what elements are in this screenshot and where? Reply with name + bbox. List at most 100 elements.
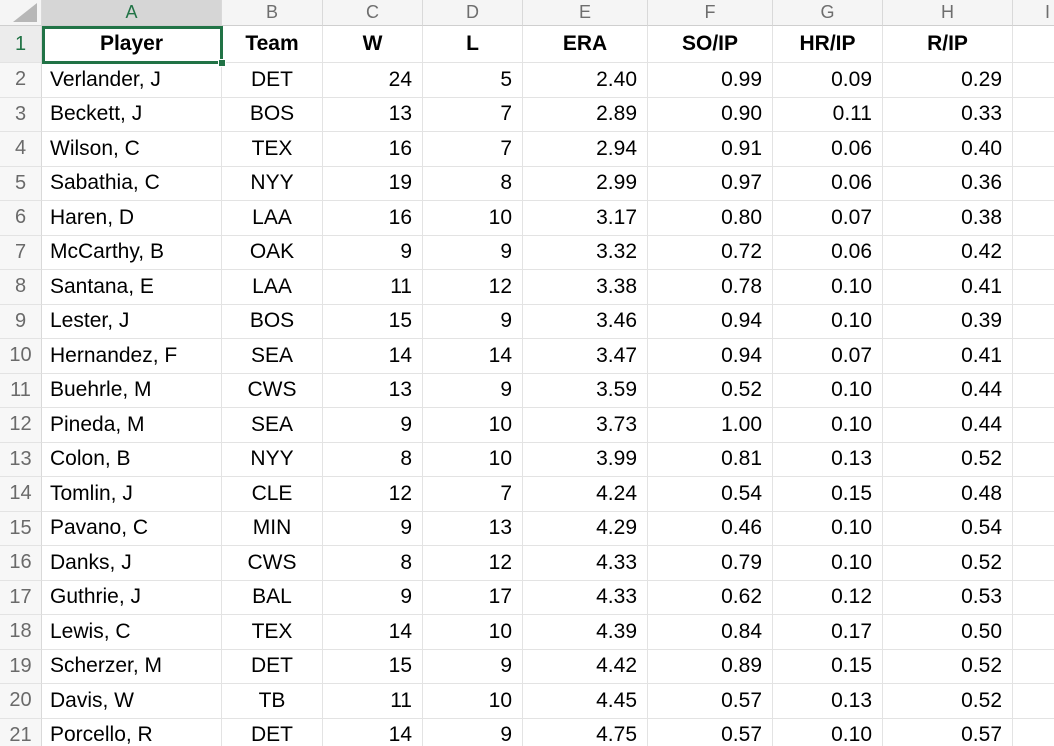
cell-E10[interactable]: 3.47 bbox=[523, 339, 648, 374]
cell-F4[interactable]: 0.91 bbox=[648, 132, 773, 167]
cell-C13[interactable]: 8 bbox=[323, 442, 423, 477]
cell-H7[interactable]: 0.42 bbox=[883, 235, 1013, 270]
cell-A15[interactable]: Pavano, C bbox=[42, 511, 222, 546]
cell-A17[interactable]: Guthrie, J bbox=[42, 580, 222, 615]
column-header-C[interactable]: C bbox=[323, 0, 423, 26]
row-header-20[interactable]: 20 bbox=[0, 684, 42, 719]
cell-C7[interactable]: 9 bbox=[323, 235, 423, 270]
cell-B18[interactable]: TEX bbox=[222, 615, 323, 650]
cell-B12[interactable]: SEA bbox=[222, 408, 323, 443]
cell-F20[interactable]: 0.57 bbox=[648, 684, 773, 719]
cell-H20[interactable]: 0.52 bbox=[883, 684, 1013, 719]
cell-B14[interactable]: CLE bbox=[222, 477, 323, 512]
cell-B5[interactable]: NYY bbox=[222, 166, 323, 201]
cell-I18[interactable] bbox=[1013, 615, 1054, 650]
cell-D5[interactable]: 8 bbox=[423, 166, 523, 201]
cell-E1[interactable]: ERA bbox=[523, 26, 648, 63]
cell-C11[interactable]: 13 bbox=[323, 373, 423, 408]
row-header-7[interactable]: 7 bbox=[0, 235, 42, 270]
cell-A7[interactable]: McCarthy, B bbox=[42, 235, 222, 270]
cell-I10[interactable] bbox=[1013, 339, 1054, 374]
cell-A19[interactable]: Scherzer, M bbox=[42, 649, 222, 684]
cell-H18[interactable]: 0.50 bbox=[883, 615, 1013, 650]
cell-B6[interactable]: LAA bbox=[222, 201, 323, 236]
cell-E7[interactable]: 3.32 bbox=[523, 235, 648, 270]
cell-I12[interactable] bbox=[1013, 408, 1054, 443]
cell-F8[interactable]: 0.78 bbox=[648, 270, 773, 305]
cell-D19[interactable]: 9 bbox=[423, 649, 523, 684]
cell-B8[interactable]: LAA bbox=[222, 270, 323, 305]
row-header-21[interactable]: 21 bbox=[0, 718, 42, 746]
cell-H13[interactable]: 0.52 bbox=[883, 442, 1013, 477]
cell-A13[interactable]: Colon, B bbox=[42, 442, 222, 477]
cell-B13[interactable]: NYY bbox=[222, 442, 323, 477]
cell-I17[interactable] bbox=[1013, 580, 1054, 615]
cell-F17[interactable]: 0.62 bbox=[648, 580, 773, 615]
cell-F3[interactable]: 0.90 bbox=[648, 97, 773, 132]
cell-H11[interactable]: 0.44 bbox=[883, 373, 1013, 408]
cell-C6[interactable]: 16 bbox=[323, 201, 423, 236]
cell-C1[interactable]: W bbox=[323, 26, 423, 63]
cell-C15[interactable]: 9 bbox=[323, 511, 423, 546]
row-header-10[interactable]: 10 bbox=[0, 339, 42, 374]
cell-D6[interactable]: 10 bbox=[423, 201, 523, 236]
cell-A14[interactable]: Tomlin, J bbox=[42, 477, 222, 512]
cell-G2[interactable]: 0.09 bbox=[773, 63, 883, 98]
cell-C19[interactable]: 15 bbox=[323, 649, 423, 684]
cell-H14[interactable]: 0.48 bbox=[883, 477, 1013, 512]
cell-F12[interactable]: 1.00 bbox=[648, 408, 773, 443]
cell-E4[interactable]: 2.94 bbox=[523, 132, 648, 167]
cell-E2[interactable]: 2.40 bbox=[523, 63, 648, 98]
cell-I7[interactable] bbox=[1013, 235, 1054, 270]
cell-F16[interactable]: 0.79 bbox=[648, 546, 773, 581]
cell-B17[interactable]: BAL bbox=[222, 580, 323, 615]
cell-C20[interactable]: 11 bbox=[323, 684, 423, 719]
cell-E13[interactable]: 3.99 bbox=[523, 442, 648, 477]
cell-A12[interactable]: Pineda, M bbox=[42, 408, 222, 443]
cell-E3[interactable]: 2.89 bbox=[523, 97, 648, 132]
cell-H8[interactable]: 0.41 bbox=[883, 270, 1013, 305]
cell-C16[interactable]: 8 bbox=[323, 546, 423, 581]
row-header-12[interactable]: 12 bbox=[0, 408, 42, 443]
cell-H19[interactable]: 0.52 bbox=[883, 649, 1013, 684]
cell-G4[interactable]: 0.06 bbox=[773, 132, 883, 167]
cell-H3[interactable]: 0.33 bbox=[883, 97, 1013, 132]
fill-handle[interactable] bbox=[218, 59, 226, 67]
column-header-A[interactable]: A bbox=[42, 0, 222, 26]
cell-F21[interactable]: 0.57 bbox=[648, 718, 773, 746]
cell-G14[interactable]: 0.15 bbox=[773, 477, 883, 512]
cell-D3[interactable]: 7 bbox=[423, 97, 523, 132]
cell-C21[interactable]: 14 bbox=[323, 718, 423, 746]
cell-B7[interactable]: OAK bbox=[222, 235, 323, 270]
cell-I3[interactable] bbox=[1013, 97, 1054, 132]
cell-B1[interactable]: Team bbox=[222, 26, 323, 63]
row-header-18[interactable]: 18 bbox=[0, 615, 42, 650]
row-header-13[interactable]: 13 bbox=[0, 442, 42, 477]
cell-H12[interactable]: 0.44 bbox=[883, 408, 1013, 443]
row-header-15[interactable]: 15 bbox=[0, 511, 42, 546]
row-header-16[interactable]: 16 bbox=[0, 546, 42, 581]
cell-F15[interactable]: 0.46 bbox=[648, 511, 773, 546]
cell-A10[interactable]: Hernandez, F bbox=[42, 339, 222, 374]
cell-I21[interactable] bbox=[1013, 718, 1054, 746]
cell-F11[interactable]: 0.52 bbox=[648, 373, 773, 408]
cell-E12[interactable]: 3.73 bbox=[523, 408, 648, 443]
cell-H15[interactable]: 0.54 bbox=[883, 511, 1013, 546]
cell-D16[interactable]: 12 bbox=[423, 546, 523, 581]
row-header-8[interactable]: 8 bbox=[0, 270, 42, 305]
cell-H16[interactable]: 0.52 bbox=[883, 546, 1013, 581]
cell-E8[interactable]: 3.38 bbox=[523, 270, 648, 305]
cell-F14[interactable]: 0.54 bbox=[648, 477, 773, 512]
cell-G15[interactable]: 0.10 bbox=[773, 511, 883, 546]
cell-E6[interactable]: 3.17 bbox=[523, 201, 648, 236]
cell-F19[interactable]: 0.89 bbox=[648, 649, 773, 684]
cell-H1[interactable]: R/IP bbox=[883, 26, 1013, 63]
cell-I14[interactable] bbox=[1013, 477, 1054, 512]
cell-D21[interactable]: 9 bbox=[423, 718, 523, 746]
cell-A6[interactable]: Haren, D bbox=[42, 201, 222, 236]
cell-I16[interactable] bbox=[1013, 546, 1054, 581]
cell-G12[interactable]: 0.10 bbox=[773, 408, 883, 443]
row-header-19[interactable]: 19 bbox=[0, 649, 42, 684]
cell-G17[interactable]: 0.12 bbox=[773, 580, 883, 615]
cell-A4[interactable]: Wilson, C bbox=[42, 132, 222, 167]
